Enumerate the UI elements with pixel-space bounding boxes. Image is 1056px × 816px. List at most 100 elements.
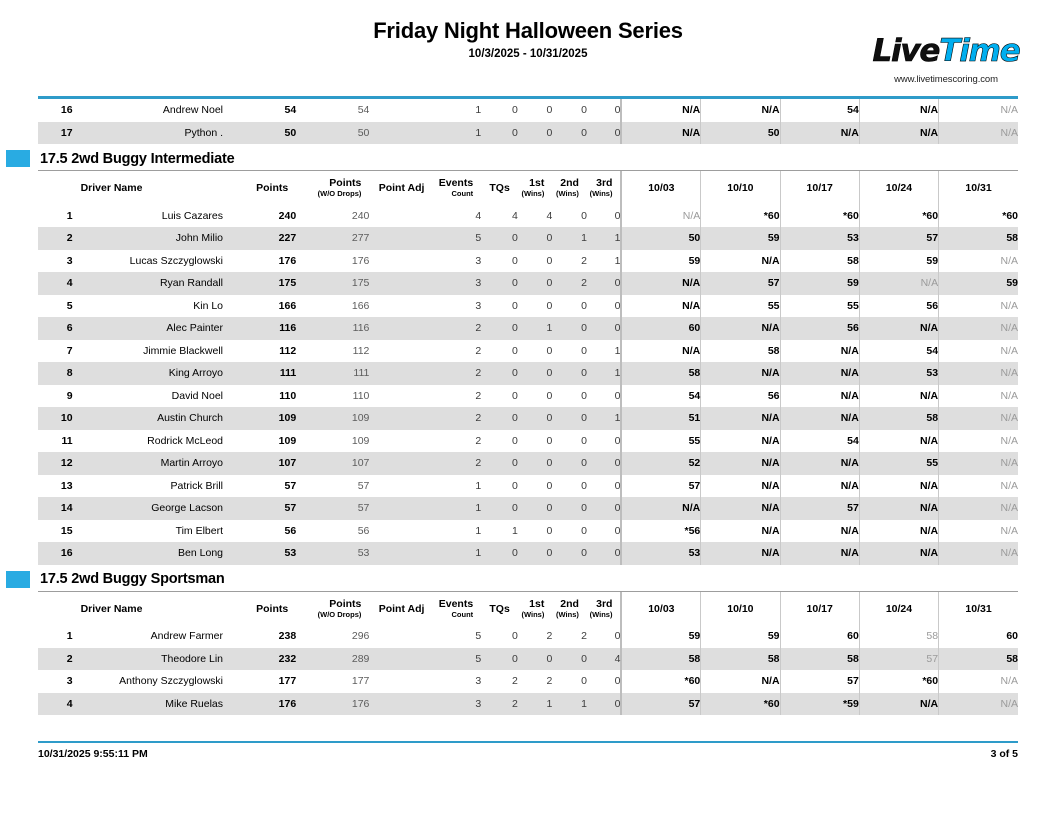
points-wod-value: 296 (351, 630, 370, 643)
event-result-cell: N/A (700, 362, 781, 385)
event-result-cell: 57 (620, 474, 701, 498)
points-wod-value: 277 (296, 227, 370, 250)
points-wod-value: 289 (296, 647, 370, 671)
event-result-cell: N/A (620, 497, 701, 520)
second-wins-value: 0 (552, 317, 587, 340)
tqs-value: 2 (511, 675, 518, 688)
tqs-value: 0 (511, 299, 518, 312)
driver-name: Lucas Szczyglowski (129, 254, 224, 267)
document-footer: 10/31/2025 9:55:11 PM 3 of 5 (38, 741, 1018, 760)
event-result-cell: 58 (700, 647, 781, 671)
class-sections: 17.5 2wd Buggy Intermediate Driver Name P… (0, 144, 1056, 716)
points-value: 232 (223, 647, 297, 671)
event-result-cell: *60 (620, 670, 701, 693)
point-adj-value (369, 385, 432, 408)
points-value: 110 (279, 389, 297, 402)
first-wins-value: 0 (517, 542, 553, 565)
point-adj-value (369, 452, 433, 475)
event-result-cell: N/A (779, 362, 860, 385)
col-header-tqs: TQs (489, 181, 510, 194)
events-count-value: 1 (432, 497, 482, 520)
footer-divider (38, 741, 1018, 743)
points-value: 56 (284, 524, 297, 537)
table-row: 16 Ben Long 53 53 1 0 0 0 0 53 N/A N/A N/A N/A (38, 542, 1018, 565)
event-result-cell: N/A (700, 497, 781, 520)
col-header-points-wod-sub: (W/O Drops) (317, 189, 362, 199)
event-result-cell: N/A (858, 474, 939, 498)
points-value: 111 (223, 362, 297, 385)
points-wod-value: 176 (351, 254, 370, 267)
events-count-value: 3 (432, 272, 482, 295)
event-result-cell: 54 (779, 99, 860, 122)
table-header-row: Driver Name Points Points (W/O Drops) Point … (38, 171, 1018, 205)
col-header-points: Points (256, 602, 289, 615)
table-row: 17 Python . 50 50 1 0 0 0 0 N/A 50 N/A N/A N/A (38, 121, 1018, 144)
driver-name: Luis Cazares (161, 209, 224, 222)
event-result-cell: *60 (779, 204, 860, 228)
table-header-row: Driver Name Points Points (W/O Drops) Point … (38, 591, 1018, 626)
events-count-value: 1 (475, 524, 482, 537)
row-position: 3 (66, 254, 73, 267)
event-result-cell: 54 (620, 384, 701, 408)
event-result-cell: 53 (858, 362, 939, 385)
event-result-cell: *60 (700, 204, 781, 228)
event-result-cell: N/A (938, 294, 1018, 318)
event-result-cell: N/A (779, 452, 860, 475)
driver-name: Theodore Lin (72, 647, 224, 671)
event-result-cell: 54 (858, 339, 939, 363)
point-adj-value (369, 250, 432, 273)
event-result-cell: N/A (700, 519, 781, 543)
row-position: 1 (66, 209, 73, 222)
points-wod-value: 109 (351, 434, 370, 447)
first-wins-value: 0 (517, 452, 553, 475)
standings-tbody: 1 Andrew Farmer 238 296 5 0 2 2 0 59 59 60 58 60 2 Theo… (38, 625, 1018, 716)
event-result-cell: N/A (858, 429, 939, 453)
second-wins-value: 0 (581, 524, 587, 537)
first-wins-value: 0 (546, 389, 553, 402)
col-header-third-sub: (Wins) (589, 609, 613, 619)
event-result-cell: 59 (938, 272, 1018, 295)
class-heading: 17.5 2wd Buggy Sportsman (0, 565, 1056, 591)
points-value: 177 (278, 675, 297, 688)
class-heading-divider (38, 590, 1018, 592)
first-wins-value: 0 (517, 272, 553, 295)
tqs-value: 0 (481, 497, 518, 520)
col-header-first: 1st (Wins) (518, 171, 553, 205)
first-wins-value: 0 (517, 647, 553, 671)
row-position: 9 (66, 389, 73, 402)
third-wins-value: 0 (614, 389, 621, 402)
first-wins-value: 0 (546, 254, 553, 267)
event-result-cell: 55 (700, 294, 781, 318)
class-title: 17.5 2wd Buggy Sportsman (40, 571, 225, 588)
event-result-cell: 59 (620, 625, 701, 648)
event-result-cell: 56 (858, 294, 939, 318)
tqs-value: 0 (511, 254, 518, 267)
first-wins-value: 0 (546, 434, 553, 447)
first-wins-value: 0 (517, 497, 553, 520)
event-result-cell: N/A (779, 407, 860, 430)
driver-name: Austin Church (72, 407, 224, 430)
tqs-value: 0 (481, 647, 518, 671)
third-wins-value: 0 (614, 524, 621, 537)
livetime-logo: LiveTime www.livetimescoring.com (858, 33, 1034, 85)
points-wod-value: 107 (296, 452, 370, 475)
second-wins-value: 0 (552, 647, 587, 671)
first-wins-value: 4 (546, 209, 553, 222)
tqs-value: 0 (481, 272, 518, 295)
point-adj-value (369, 407, 433, 430)
event-result-cell: N/A (858, 317, 939, 340)
col-header-event-date: 10/17 (779, 171, 860, 205)
event-result-cell: 55 (620, 429, 701, 453)
row-position: 16 (60, 104, 73, 116)
event-result-cell: N/A (779, 542, 860, 565)
table-row: 16 Andrew Noel 54 54 1 0 0 0 0 N/A N/A 54 N/A N/A (38, 99, 1018, 122)
table-row: 1 Andrew Farmer 238 296 5 0 2 2 0 59 59 60 58 60 (38, 625, 1018, 648)
class-section: 17.5 2wd Buggy Intermediate Driver Name P… (0, 144, 1056, 565)
point-adj-value (369, 520, 432, 543)
event-result-cell: N/A (779, 384, 860, 408)
event-result-cell: 60 (938, 625, 1018, 648)
table-row: 4 Ryan Randall 175 175 3 0 0 2 0 N/A 57 59 N/A 59 (38, 272, 1018, 295)
row-position: 17 (38, 121, 73, 144)
logo-time-text: Time (939, 33, 1021, 69)
table-row: 15 Tim Elbert 56 56 1 1 0 0 0 *56 N/A N/A N/A N/A (38, 519, 1018, 543)
